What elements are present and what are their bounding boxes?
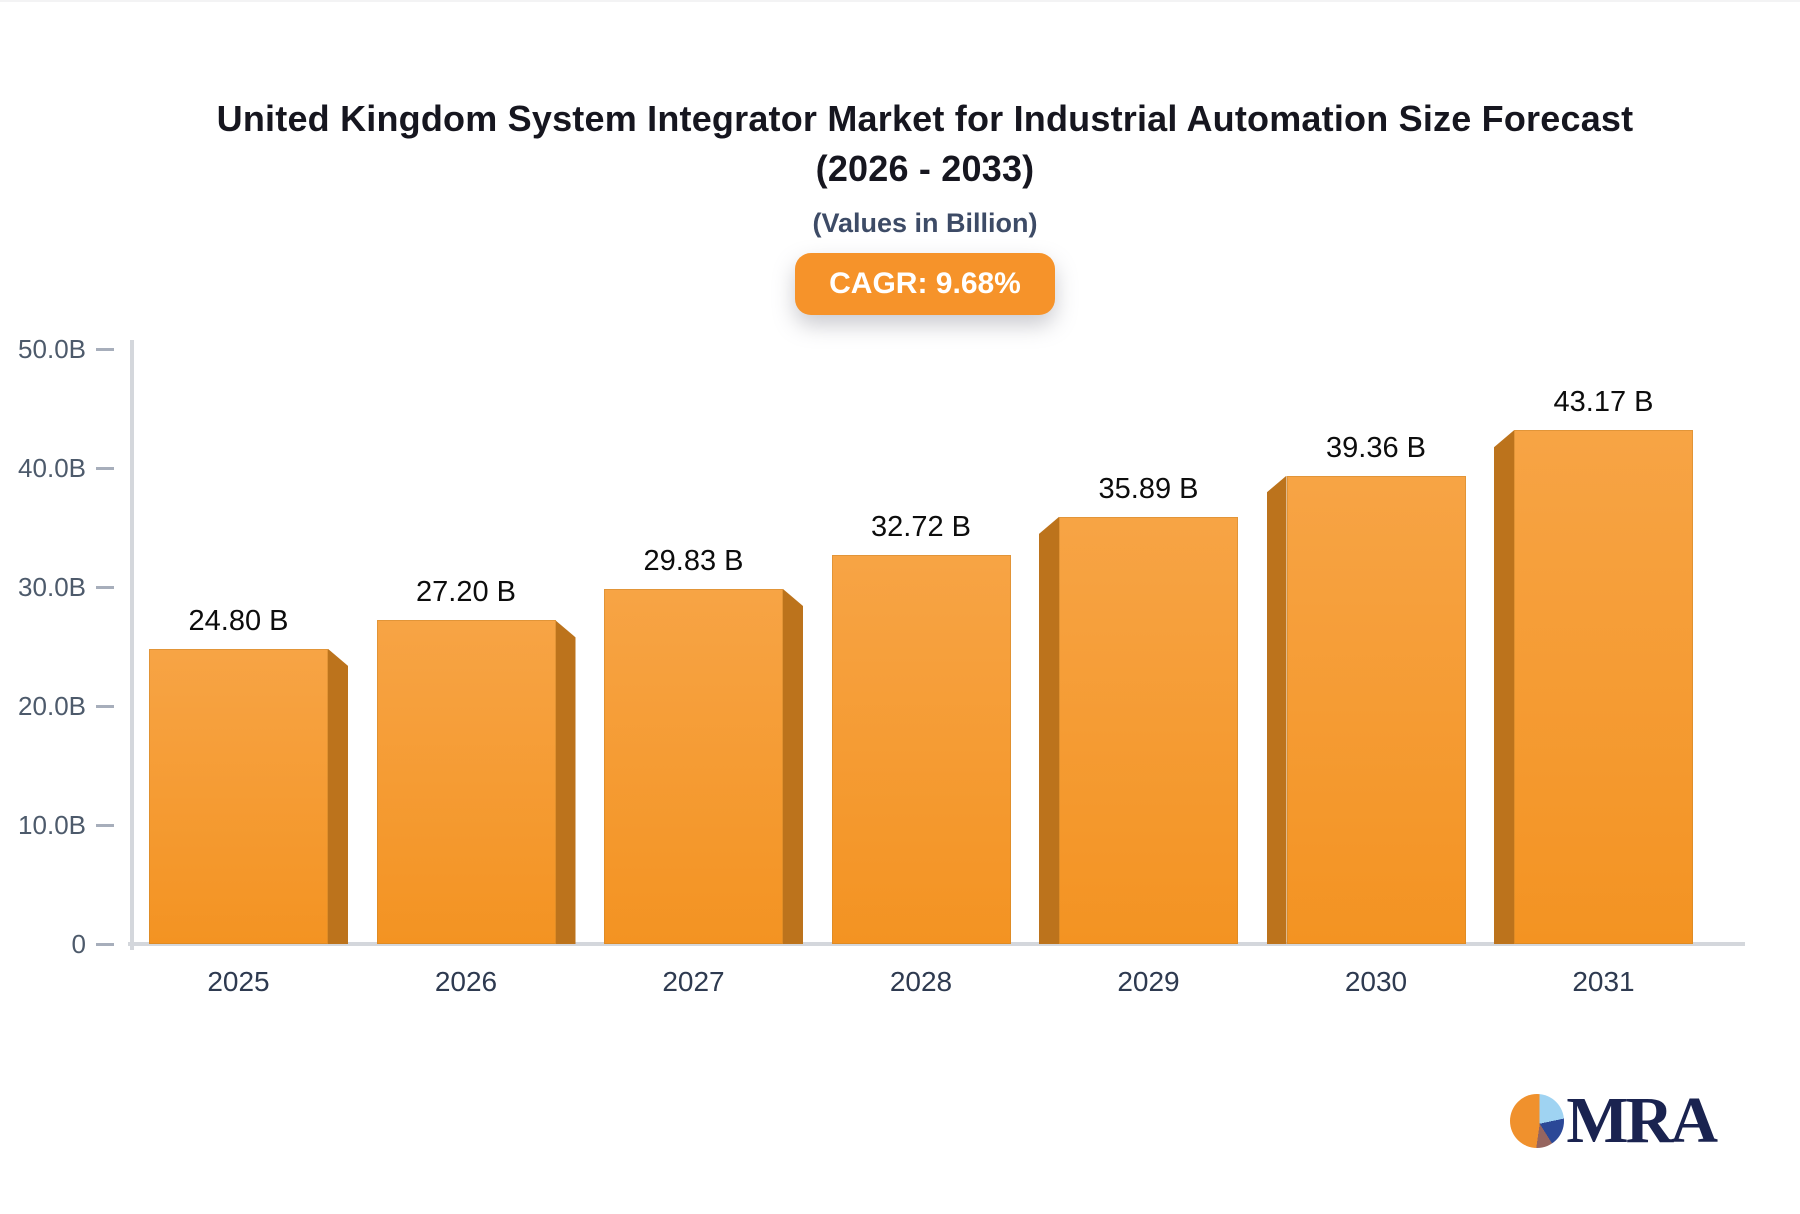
y-axis-tick: [96, 347, 114, 351]
y-axis-tick: [96, 942, 114, 946]
bar-value-label: 24.80 B: [188, 604, 289, 637]
chart-header: United Kingdom System Integrator Market …: [60, 94, 1790, 315]
y-axis-tick: [96, 704, 114, 708]
bar-3d-side-2025: [328, 648, 348, 944]
cagr-badge: CAGR: 9.68%: [795, 253, 1055, 315]
bar-3d-side-2029: [1039, 516, 1059, 944]
bar-value-label: 27.20 B: [416, 576, 516, 609]
bar-3d-side-2026: [555, 620, 576, 944]
bar-3d-side-2027: [783, 589, 803, 944]
bar-2031[interactable]: [1514, 430, 1693, 944]
y-axis-label: 10.0B: [18, 810, 86, 840]
x-axis-label: 2029: [1117, 966, 1180, 997]
y-axis-line: [130, 340, 134, 950]
logo-text: MRA: [1566, 1084, 1718, 1157]
x-axis-label: 2026: [434, 966, 498, 997]
x-axis-baseline: [128, 942, 1745, 946]
y-axis-label: 0: [71, 929, 86, 959]
bar-value-label: 43.17 B: [1553, 386, 1654, 419]
chart-title-line1: United Kingdom System Integrator Market …: [216, 98, 1634, 139]
bar-3d-side-2030: [1266, 475, 1287, 944]
y-axis-tick: [96, 823, 114, 827]
mra-logo: MRA: [1510, 1084, 1718, 1157]
y-axis-tick: [96, 585, 114, 589]
y-axis-label: 50.0B: [18, 334, 86, 364]
chart-title-line2: (2026 - 2033): [815, 148, 1035, 189]
bar-value-label: 39.36 B: [1326, 431, 1426, 464]
chart-subtitle: (Values in Billion): [812, 208, 1038, 238]
y-axis-label: 20.0B: [18, 691, 86, 721]
pie-chart-logo-icon: [1510, 1094, 1565, 1148]
y-axis-label: 30.0B: [18, 572, 86, 602]
bar-2026[interactable]: [376, 620, 556, 944]
bar-2028[interactable]: [831, 554, 1011, 944]
bar-value-label: 35.89 B: [1098, 472, 1199, 505]
bar-2029[interactable]: [1059, 516, 1238, 944]
x-axis-label: 2031: [1572, 966, 1635, 997]
bar-2025[interactable]: [149, 648, 328, 944]
x-axis-label: 2025: [207, 966, 270, 997]
bar-value-label: 32.72 B: [871, 510, 971, 543]
bar-value-label: 29.83 B: [643, 545, 744, 578]
bar-2030[interactable]: [1286, 475, 1466, 944]
y-axis-label: 40.0B: [18, 453, 86, 483]
bar-2027[interactable]: [604, 589, 783, 944]
x-axis-label: 2027: [662, 966, 725, 997]
chart-title: United Kingdom System Integrator Market …: [60, 94, 1790, 194]
x-axis-label: 2028: [889, 966, 953, 997]
x-axis-label: 2030: [1344, 966, 1408, 997]
y-axis-tick: [96, 466, 114, 470]
bar-3d-side-2031: [1494, 430, 1514, 944]
